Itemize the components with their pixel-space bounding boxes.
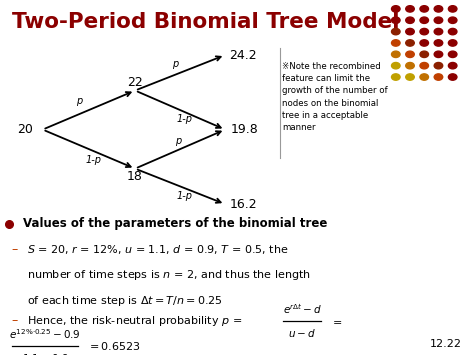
Text: 1-p: 1-p bbox=[86, 155, 101, 165]
Circle shape bbox=[448, 28, 457, 35]
Text: Hence, the risk-neutral probability $p$ =: Hence, the risk-neutral probability $p$ … bbox=[27, 314, 243, 328]
Circle shape bbox=[448, 17, 457, 23]
Text: $=$: $=$ bbox=[330, 316, 342, 326]
Circle shape bbox=[406, 28, 414, 35]
Circle shape bbox=[434, 17, 443, 23]
Circle shape bbox=[434, 74, 443, 80]
Text: of each time step is $\Delta t = T/n = 0.25$: of each time step is $\Delta t = T/n = 0… bbox=[27, 294, 223, 308]
Text: 12.22: 12.22 bbox=[430, 339, 462, 349]
Circle shape bbox=[392, 6, 400, 12]
Circle shape bbox=[420, 74, 428, 80]
Circle shape bbox=[448, 62, 457, 69]
Text: –: – bbox=[12, 315, 18, 327]
Text: 16.2: 16.2 bbox=[229, 198, 257, 211]
Circle shape bbox=[434, 40, 443, 46]
Circle shape bbox=[420, 17, 428, 23]
Circle shape bbox=[448, 40, 457, 46]
Circle shape bbox=[420, 40, 428, 46]
Circle shape bbox=[406, 17, 414, 23]
Text: 19.8: 19.8 bbox=[230, 123, 258, 136]
Circle shape bbox=[434, 6, 443, 12]
Circle shape bbox=[420, 51, 428, 58]
Text: –: – bbox=[12, 243, 18, 256]
Text: $= 0.6523$: $= 0.6523$ bbox=[87, 340, 140, 352]
Circle shape bbox=[406, 40, 414, 46]
Text: p: p bbox=[76, 96, 82, 106]
Circle shape bbox=[406, 62, 414, 69]
Text: $e^{12\%{\cdot}0.25}-0.9$: $e^{12\%{\cdot}0.25}-0.9$ bbox=[9, 328, 81, 341]
Circle shape bbox=[392, 51, 400, 58]
Text: 22: 22 bbox=[127, 76, 143, 89]
Text: Two-Period Binomial Tree Model: Two-Period Binomial Tree Model bbox=[12, 12, 400, 32]
Text: 18: 18 bbox=[127, 170, 143, 183]
Circle shape bbox=[406, 74, 414, 80]
Circle shape bbox=[448, 51, 457, 58]
Circle shape bbox=[434, 51, 443, 58]
Text: p: p bbox=[172, 59, 179, 69]
Circle shape bbox=[420, 28, 428, 35]
Text: $u-d$: $u-d$ bbox=[289, 327, 316, 339]
Text: ※Note the recombined
feature can limit the
growth of the number of
nodes on the : ※Note the recombined feature can limit t… bbox=[282, 62, 388, 132]
Circle shape bbox=[392, 28, 400, 35]
Text: Values of the parameters of the binomial tree: Values of the parameters of the binomial… bbox=[23, 217, 327, 230]
Text: number of time steps is $n$ = 2, and thus the length: number of time steps is $n$ = 2, and thu… bbox=[27, 268, 311, 282]
Circle shape bbox=[392, 62, 400, 69]
Circle shape bbox=[392, 40, 400, 46]
Circle shape bbox=[448, 74, 457, 80]
Circle shape bbox=[434, 28, 443, 35]
Text: 20: 20 bbox=[17, 123, 33, 136]
Circle shape bbox=[406, 51, 414, 58]
Circle shape bbox=[392, 17, 400, 23]
Circle shape bbox=[434, 62, 443, 69]
Text: p: p bbox=[174, 136, 181, 146]
Circle shape bbox=[420, 62, 428, 69]
Circle shape bbox=[448, 6, 457, 12]
Text: 24.2: 24.2 bbox=[229, 49, 257, 61]
Text: 1-p: 1-p bbox=[177, 114, 193, 124]
Circle shape bbox=[392, 74, 400, 80]
Circle shape bbox=[406, 6, 414, 12]
Text: $S$ = 20, $r$ = 12%, $u$ = 1.1, $d$ = 0.9, $T$ = 0.5, the: $S$ = 20, $r$ = 12%, $u$ = 1.1, $d$ = 0.… bbox=[27, 243, 289, 256]
Text: 1-p: 1-p bbox=[177, 191, 193, 201]
Text: $e^{r\Delta t}-d$: $e^{r\Delta t}-d$ bbox=[283, 302, 322, 316]
Text: $1.1-0.9$: $1.1-0.9$ bbox=[21, 352, 69, 355]
Circle shape bbox=[420, 6, 428, 12]
